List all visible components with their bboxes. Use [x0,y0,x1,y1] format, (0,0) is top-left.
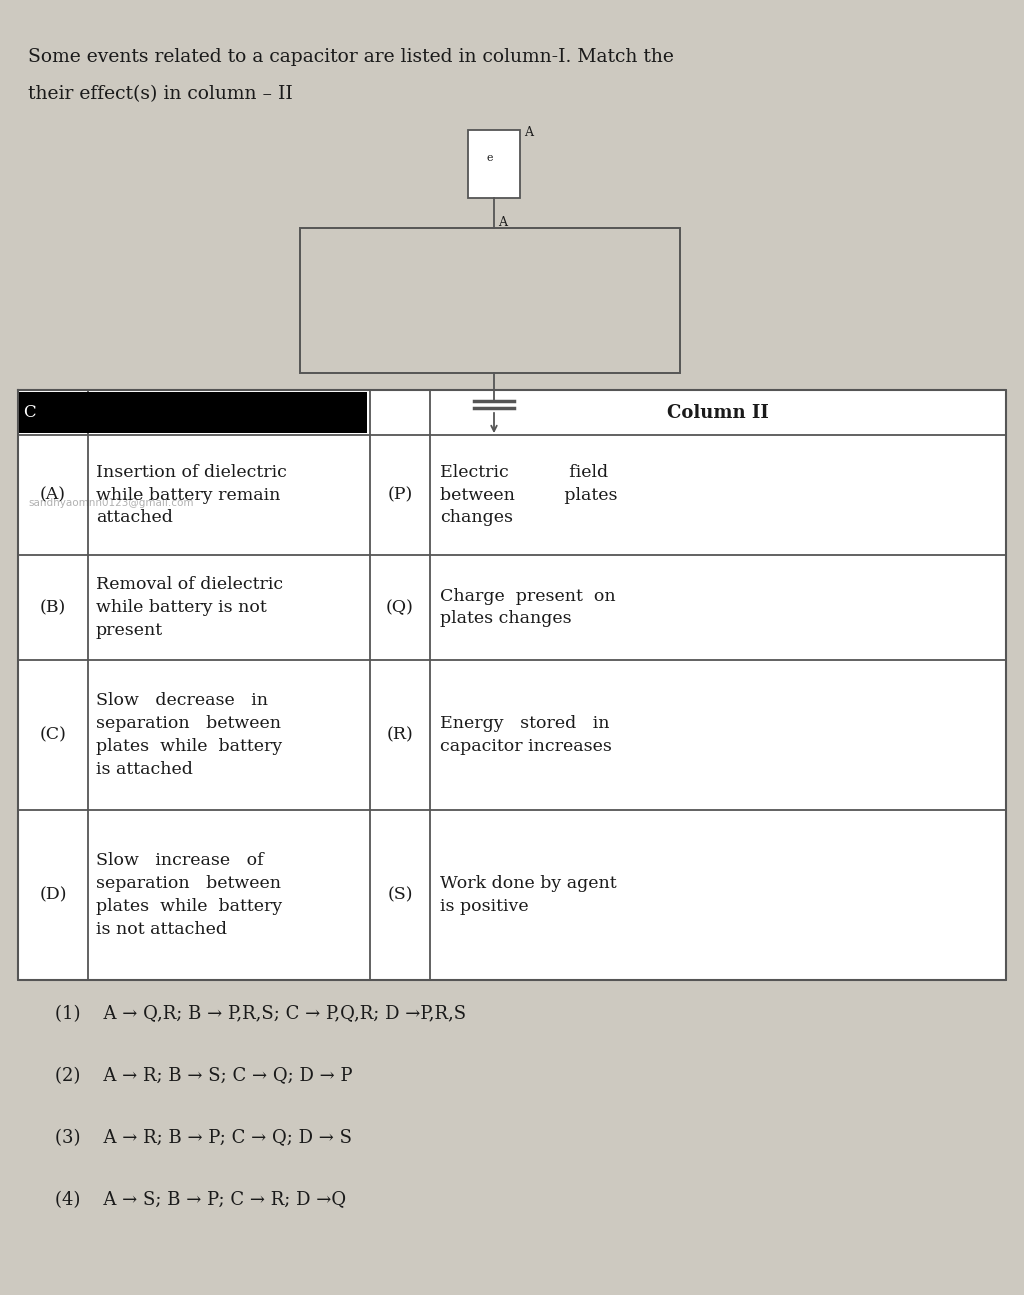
Text: Column II: Column II [667,404,769,421]
Bar [19,392,367,433]
Text: Removal of dielectric
while battery is not
present: Removal of dielectric while battery is n… [96,576,283,638]
Text: e: e [486,153,493,163]
Text: (A): (A) [40,487,66,504]
Text: Electric           field
between         plates
changes: Electric field between plates changes [440,464,617,526]
Text: (S): (S) [387,887,413,904]
Text: (1)    A → Q,R; B → P,R,S; C → P,Q,R; D →P,R,S: (1) A → Q,R; B → P,R,S; C → P,Q,R; D →P,… [55,1005,466,1023]
Text: (B): (B) [40,600,67,616]
Text: Some events related to a capacitor are listed in column-I. Match the: Some events related to a capacitor are l… [28,48,674,66]
Text: (R): (R) [387,726,414,743]
Text: (Q): (Q) [386,600,414,616]
Text: Work done by agent
is positive: Work done by agent is positive [440,875,616,916]
Text: Slow   decrease   in
separation   between
plates  while  battery
is attached: Slow decrease in separation between plat… [96,693,283,778]
Text: their effect(s) in column – II: their effect(s) in column – II [28,85,293,104]
Text: (P): (P) [387,487,413,504]
Text: (3)    A → R; B → P; C → Q; D → S: (3) A → R; B → P; C → Q; D → S [55,1129,352,1147]
Text: A: A [498,216,507,229]
Text: (D): (D) [39,887,67,904]
Text: (2)    A → R; B → S; C → Q; D → P: (2) A → R; B → S; C → Q; D → P [55,1067,352,1085]
Text: Energy   stored   in
capacitor increases: Energy stored in capacitor increases [440,715,612,755]
Text: Charge  present  on
plates changes: Charge present on plates changes [440,588,615,627]
Text: A: A [524,126,534,139]
Bar [468,130,520,198]
Bar [300,228,680,373]
Text: Slow   increase   of
separation   between
plates  while  battery
is not attached: Slow increase of separation between plat… [96,852,283,938]
Text: (C): (C) [40,726,67,743]
Text: (4)    A → S; B → P; C → R; D →Q: (4) A → S; B → P; C → R; D →Q [55,1191,346,1210]
Text: sandhyaomnn0123@gmail.com: sandhyaomnn0123@gmail.com [28,499,194,508]
Text: Insertion of dielectric
while battery remain
attached: Insertion of dielectric while battery re… [96,464,287,526]
Bar [18,390,1006,980]
Text: C: C [23,404,36,421]
